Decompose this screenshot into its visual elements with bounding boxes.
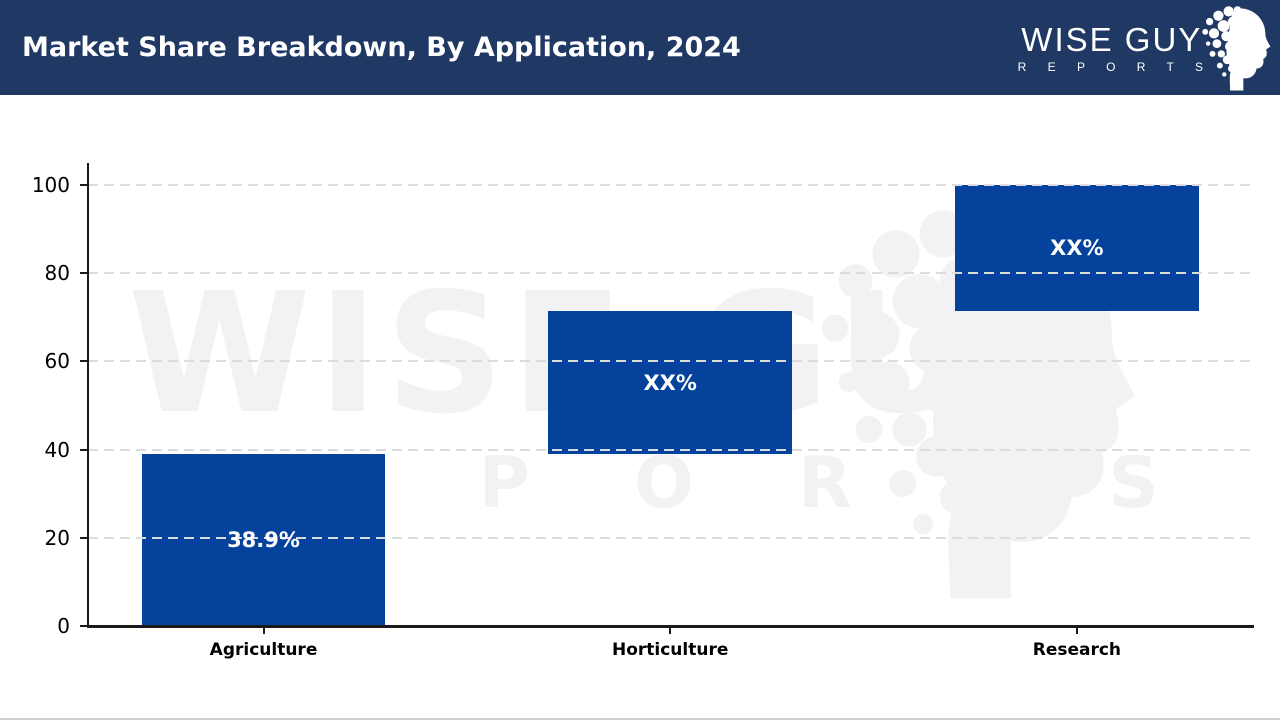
gridline-40 [88, 448, 1253, 451]
bar-value-label-agriculture: 38.9% [227, 528, 300, 553]
y-axis-label-100: 100 [31, 173, 70, 197]
wiseguy-logo-text: WISE GUY R E P O R T S [1012, 21, 1212, 74]
y-axis-label-20: 20 [44, 525, 70, 550]
y-axis-tick-60 [80, 360, 87, 363]
gridline-20 [88, 536, 1253, 539]
y-axis-tick-0 [80, 625, 87, 627]
gridline-60 [88, 360, 1253, 363]
bar-agriculture [141, 454, 386, 626]
x-axis-label-research: Research [1032, 640, 1122, 660]
y-axis-tick-80 [80, 272, 87, 275]
x-axis-tick-research [1075, 627, 1078, 634]
y-axis-label-80: 80 [44, 261, 70, 286]
x-axis-label-horticulture: Horticulture [611, 640, 729, 660]
bar-value-label-research: XX% [1050, 236, 1104, 261]
y-axis-line [87, 163, 89, 626]
y-axis-label-0: 0 [57, 614, 70, 638]
x-axis-tick-agriculture [262, 627, 265, 634]
wiseguy-face-logo-icon [1202, 5, 1271, 91]
x-axis-label-agriculture: Agriculture [209, 640, 318, 660]
bar-research [955, 185, 1199, 312]
gridline-80 [88, 272, 1253, 275]
y-axis-tick-20 [80, 536, 87, 539]
y-axis-label-40: 40 [44, 437, 70, 462]
bar-horticulture [548, 311, 792, 455]
x-axis-tick-horticulture [669, 627, 672, 634]
bar-value-label-horticulture: XX% [643, 370, 697, 395]
y-axis-tick-40 [80, 448, 87, 451]
wiseguy-logo-wordmark: WISE GUY [1021, 21, 1203, 58]
wiseguy-logo: WISE GUY R E P O R T S [1012, 0, 1274, 95]
y-axis-label-60: 60 [44, 349, 70, 374]
x-axis-line [87, 625, 1254, 628]
y-axis-tick-100 [80, 184, 87, 186]
gridline-100 [88, 184, 1253, 186]
page-title: Market Share Breakdown, By Application, … [22, 32, 741, 63]
header-bar: Market Share Breakdown, By Application, … [0, 0, 1280, 95]
wiseguy-logo-subtitle: R E P O R T S [1017, 60, 1212, 74]
